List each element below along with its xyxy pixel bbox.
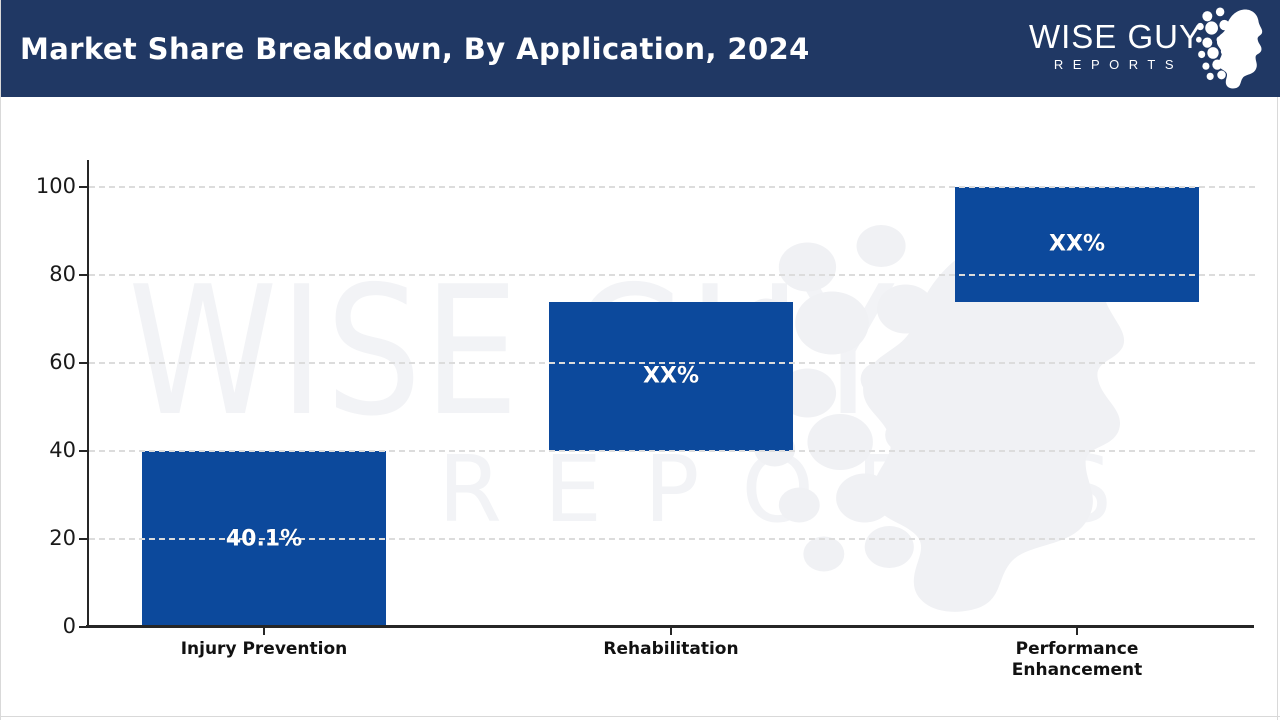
- x-category-label: Injury Prevention: [180, 639, 348, 659]
- y-tick-mark: [79, 450, 87, 452]
- header-bar: Market Share Breakdown, By Application, …: [0, 0, 1280, 97]
- y-tick-label: 20: [49, 526, 76, 550]
- y-tick-label: 100: [35, 174, 76, 198]
- bar-value-label: XX%: [643, 363, 699, 389]
- y-tick-label: 0: [62, 614, 76, 638]
- gridline-40: [89, 450, 1255, 452]
- x-category-label: Performance Enhancement: [1011, 639, 1143, 681]
- bar-value-label: 40.1%: [225, 526, 303, 552]
- y-tick-mark: [79, 274, 87, 276]
- page-title: Market Share Breakdown, By Application, …: [20, 31, 810, 66]
- bar-3: [955, 187, 1199, 302]
- wiseguy-logo-text: WISE GUY REPORTS: [1029, 20, 1202, 72]
- page-edge-right: [1277, 97, 1278, 720]
- wiseguy-logo: WISE GUY REPORTS: [1020, 0, 1270, 97]
- x-axis: [86, 625, 1254, 628]
- x-category-label: Rehabilitation: [603, 639, 739, 659]
- y-tick-mark: [79, 626, 87, 628]
- y-tick-label: 60: [49, 350, 76, 374]
- gridline-20: [89, 538, 1255, 540]
- x-tick-mark: [670, 628, 672, 635]
- y-tick-label: 40: [49, 438, 76, 462]
- y-tick-label: 80: [49, 262, 76, 286]
- page-edge-left: [0, 0, 1, 720]
- page-edge-bottom: [0, 716, 1280, 717]
- wiseguy-logo-wordmark: WISE GUY: [1028, 18, 1202, 55]
- y-tick-mark: [79, 362, 87, 364]
- bar-value-label: XX%: [1049, 231, 1105, 257]
- gridline-100: [89, 186, 1255, 188]
- x-tick-mark: [1076, 628, 1078, 635]
- gridline-80: [89, 274, 1255, 276]
- bar-2: [549, 301, 793, 451]
- y-axis: [87, 160, 89, 628]
- wiseguy-logo-reports: REPORTS: [1053, 57, 1184, 72]
- wiseguy-head-icon: [1196, 7, 1263, 89]
- y-tick-mark: [79, 538, 87, 540]
- x-tick-mark: [263, 628, 265, 635]
- y-tick-mark: [79, 186, 87, 188]
- gridline-60: [89, 362, 1255, 364]
